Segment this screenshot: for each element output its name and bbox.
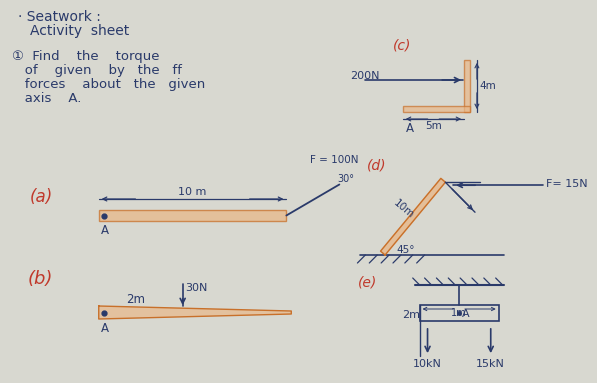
Text: (e): (e) — [358, 275, 377, 289]
Text: 2m: 2m — [127, 293, 146, 306]
Bar — [464, 60, 470, 112]
Text: (a): (a) — [30, 188, 53, 206]
Text: of    given    by   the   ff: of given by the ff — [12, 64, 181, 77]
Bar — [403, 106, 470, 112]
Text: 2m: 2m — [402, 310, 420, 320]
Polygon shape — [99, 306, 291, 319]
Text: A: A — [462, 309, 470, 319]
Text: 30°: 30° — [337, 173, 355, 183]
Text: F = 100N: F = 100N — [310, 154, 358, 165]
Text: 45°: 45° — [397, 245, 416, 255]
Text: · Seatwork :: · Seatwork : — [18, 10, 101, 24]
Text: (d): (d) — [367, 158, 387, 172]
Text: 10m: 10m — [391, 198, 416, 221]
Text: A: A — [101, 322, 109, 335]
Text: axis    A.: axis A. — [12, 92, 81, 105]
Text: F= 15N: F= 15N — [546, 179, 587, 189]
Text: 10 m: 10 m — [179, 187, 207, 197]
Text: 4m: 4m — [480, 81, 497, 91]
Bar — [420, 305, 498, 321]
Text: (b): (b) — [27, 270, 53, 288]
Text: 30N: 30N — [186, 283, 208, 293]
Text: A: A — [406, 122, 414, 135]
Text: 5m: 5m — [425, 121, 442, 131]
Polygon shape — [380, 178, 445, 255]
Text: forces    about   the   given: forces about the given — [12, 78, 205, 91]
Text: 15kN: 15kN — [476, 359, 505, 369]
Text: 1m: 1m — [451, 308, 467, 318]
Text: Activity  sheet: Activity sheet — [30, 24, 129, 38]
Text: 10kN: 10kN — [413, 359, 442, 369]
Bar — [99, 210, 287, 221]
Text: ①  Find    the    torque: ① Find the torque — [12, 50, 159, 63]
Text: 200N: 200N — [350, 71, 380, 81]
Text: (c): (c) — [393, 38, 411, 52]
Text: A: A — [101, 224, 109, 237]
